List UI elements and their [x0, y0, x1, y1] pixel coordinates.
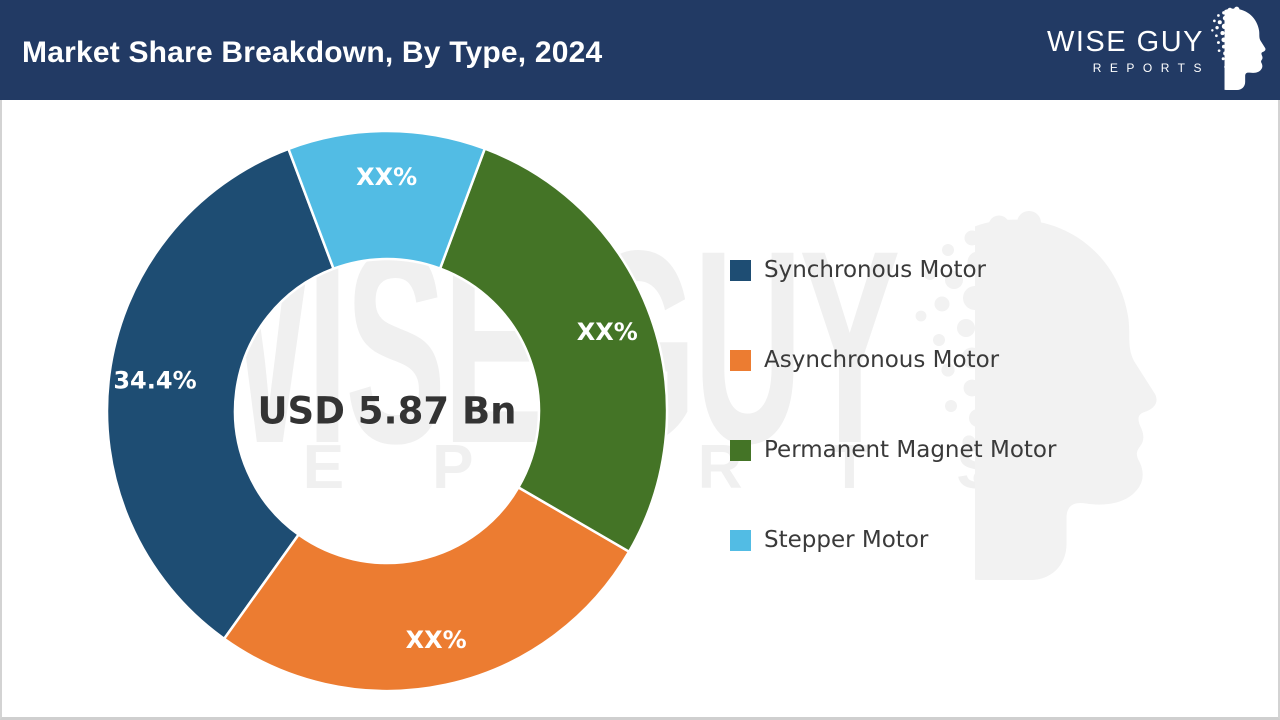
donut-segment-stepper-motor: [287, 129, 487, 270]
legend: Synchronous Motor Asynchronous Motor Per…: [730, 257, 1057, 618]
donut-segment-asynchronous-motor: [222, 486, 631, 693]
legend-swatch-permanent-magnet: [730, 439, 751, 461]
legend-label: Permanent Magnet Motor: [764, 437, 1057, 463]
legend-item-permanent-magnet: Permanent Magnet Motor: [730, 437, 1057, 463]
legend-item-asynchronous: Asynchronous Motor: [730, 347, 1056, 373]
legend-label: Synchronous Motor: [764, 257, 987, 283]
legend-swatch-synchronous: [730, 259, 751, 281]
legend-label: Asynchronous Motor: [764, 347, 1000, 373]
donut-segment-permanent-magnet-motor: [438, 147, 669, 553]
legend-swatch-asynchronous: [730, 349, 751, 371]
page-title: Market Share Breakdown, By Type, 2024: [22, 36, 603, 69]
chart-area: WISE GUY REPORTS 34.4%XX%XX%XX%USD 5.87 …: [0, 100, 1280, 720]
segment-value-label: XX%: [406, 626, 467, 654]
donut-chart: 34.4% XX% XX% XX% USD 5.87 Bn: [105, 129, 669, 693]
wise-guy-logo: WISE GUY REPORTS: [1047, 4, 1268, 96]
segment-value-label: XX%: [356, 163, 417, 191]
legend-item-synchronous: Synchronous Motor: [730, 257, 1056, 283]
legend-item-stepper: Stepper Motor: [730, 527, 1056, 553]
header: Market Share Breakdown, By Type, 2024 WI…: [0, 0, 1280, 100]
center-value-label: USD 5.87 Bn: [258, 390, 517, 433]
legend-swatch-stepper: [730, 529, 751, 551]
segment-value-label: 34.4%: [113, 367, 196, 395]
logo-text: WISE GUY REPORTS: [1047, 26, 1204, 75]
donut-segment-synchronous-motor: [105, 147, 335, 641]
logo-face-icon: [1200, 6, 1268, 94]
legend-label: Stepper Motor: [764, 527, 929, 553]
logo-wordmark: WISE GUY: [1046, 25, 1204, 58]
segment-value-label: XX%: [577, 318, 638, 346]
logo-subtitle: REPORTS: [1092, 60, 1210, 75]
